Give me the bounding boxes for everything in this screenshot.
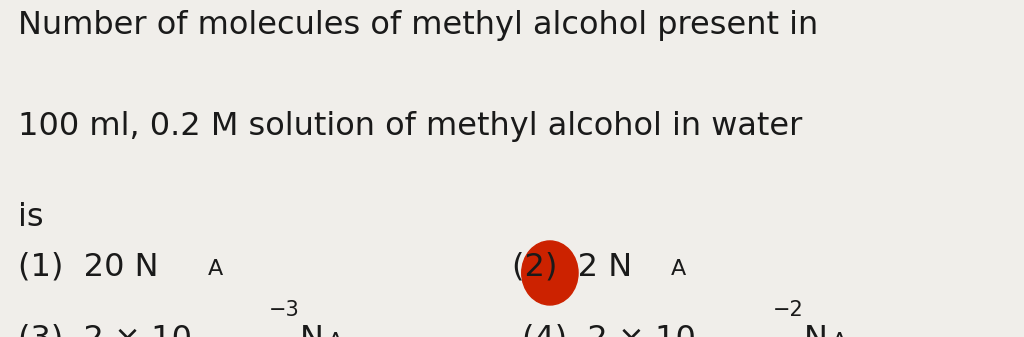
Text: −2: −2 <box>773 300 804 320</box>
Text: A: A <box>208 259 223 279</box>
Text: (3)  2 × 10: (3) 2 × 10 <box>18 324 193 337</box>
Text: Number of molecules of methyl alcohol present in: Number of molecules of methyl alcohol pr… <box>18 10 818 41</box>
Text: 100 ml, 0.2 M solution of methyl alcohol in water: 100 ml, 0.2 M solution of methyl alcohol… <box>18 111 803 142</box>
Text: N: N <box>804 324 827 337</box>
Text: A: A <box>328 332 343 337</box>
Text: (4)  2 × 10: (4) 2 × 10 <box>522 324 696 337</box>
Text: A: A <box>671 259 686 279</box>
Text: −3: −3 <box>269 300 300 320</box>
Text: is: is <box>18 202 44 233</box>
Text: N: N <box>300 324 324 337</box>
Text: (1)  20 N: (1) 20 N <box>18 251 159 282</box>
Text: A: A <box>831 332 847 337</box>
Text: (2)  2 N: (2) 2 N <box>512 251 632 282</box>
Ellipse shape <box>522 241 578 305</box>
